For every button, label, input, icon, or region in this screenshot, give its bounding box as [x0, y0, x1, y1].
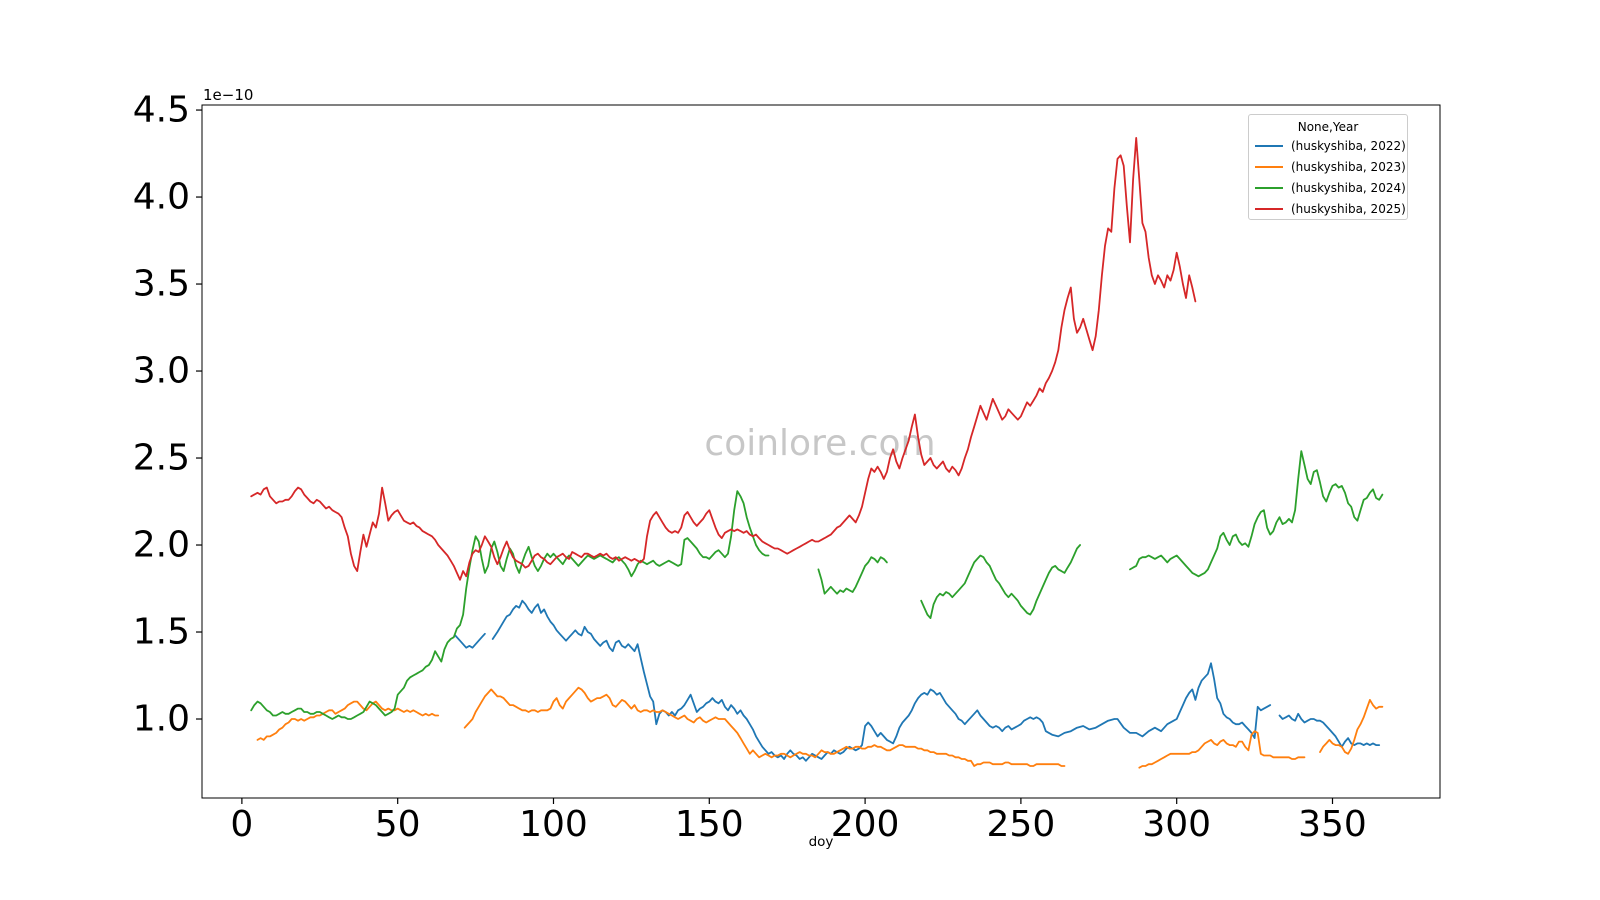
- x-tick-label: 300: [1142, 804, 1211, 845]
- plot-series-and-ticks: 0 50 100 150 200 250 300 350 1.0 1.5 2.0 2.5 3.0 3.5 4…: [133, 90, 1384, 845]
- legend-label: (huskyshiba, 2023): [1291, 159, 1406, 174]
- y-tick-label: 3.5: [133, 264, 190, 305]
- legend-line-swatch-2025: [1255, 207, 1283, 210]
- series-line-2023: [256, 700, 440, 741]
- y-tick-label: 3.0: [133, 351, 190, 392]
- x-tick-label: 150: [675, 804, 744, 845]
- watermark: coinlore.com: [704, 423, 935, 464]
- x-tick-label: 100: [519, 804, 588, 845]
- series-line-2023: [1138, 730, 1306, 769]
- y-axis-offset-label: 1e−10: [203, 86, 253, 104]
- y-tick-label: 1.0: [133, 699, 190, 740]
- series-line-2022: [491, 599, 1272, 762]
- legend-item-2022: (huskyshiba, 2022): [1255, 135, 1406, 156]
- x-tick-label: 250: [987, 804, 1056, 845]
- legend-title: None,Year: [1297, 120, 1359, 134]
- series-line-2023: [1319, 699, 1384, 755]
- axes-box: [201, 104, 1441, 799]
- legend-label: (huskyshiba, 2024): [1291, 180, 1406, 195]
- series-line-2024: [250, 490, 770, 720]
- legend-label: (huskyshiba, 2025): [1291, 201, 1406, 216]
- series-line-2024: [1129, 450, 1384, 578]
- series-line-2023: [463, 686, 1066, 767]
- x-tick-label: 50: [375, 804, 421, 845]
- x-tick-label: 350: [1298, 804, 1367, 845]
- legend: None,Year (huskyshiba, 2022) (huskyshiba…: [1248, 114, 1408, 220]
- y-tick-label: 1.5: [133, 612, 190, 653]
- legend-item-2025: (huskyshiba, 2025): [1255, 198, 1406, 219]
- series-line-2025: [250, 137, 1197, 581]
- series-line-2022: [1278, 712, 1381, 748]
- y-tick-label: 4.5: [133, 90, 190, 131]
- y-tick-label: 2.0: [133, 525, 190, 566]
- series-line-2024: [920, 544, 1081, 619]
- x-axis-label: doy: [809, 834, 834, 850]
- legend-line-swatch-2024: [1255, 186, 1283, 189]
- legend-label: (huskyshiba, 2022): [1291, 138, 1406, 153]
- legend-item-2024: (huskyshiba, 2024): [1255, 177, 1406, 198]
- y-tick-label: 2.5: [133, 438, 190, 479]
- x-tick-label: 0: [230, 804, 253, 845]
- series-line-2024: [817, 556, 888, 595]
- y-tick-label: 4.0: [133, 177, 190, 218]
- legend-line-swatch-2022: [1255, 144, 1283, 147]
- x-tick-label: 200: [831, 804, 900, 845]
- legend-item-2023: (huskyshiba, 2023): [1255, 156, 1406, 177]
- series-line-2022: [454, 632, 486, 649]
- legend-line-swatch-2023: [1255, 165, 1283, 168]
